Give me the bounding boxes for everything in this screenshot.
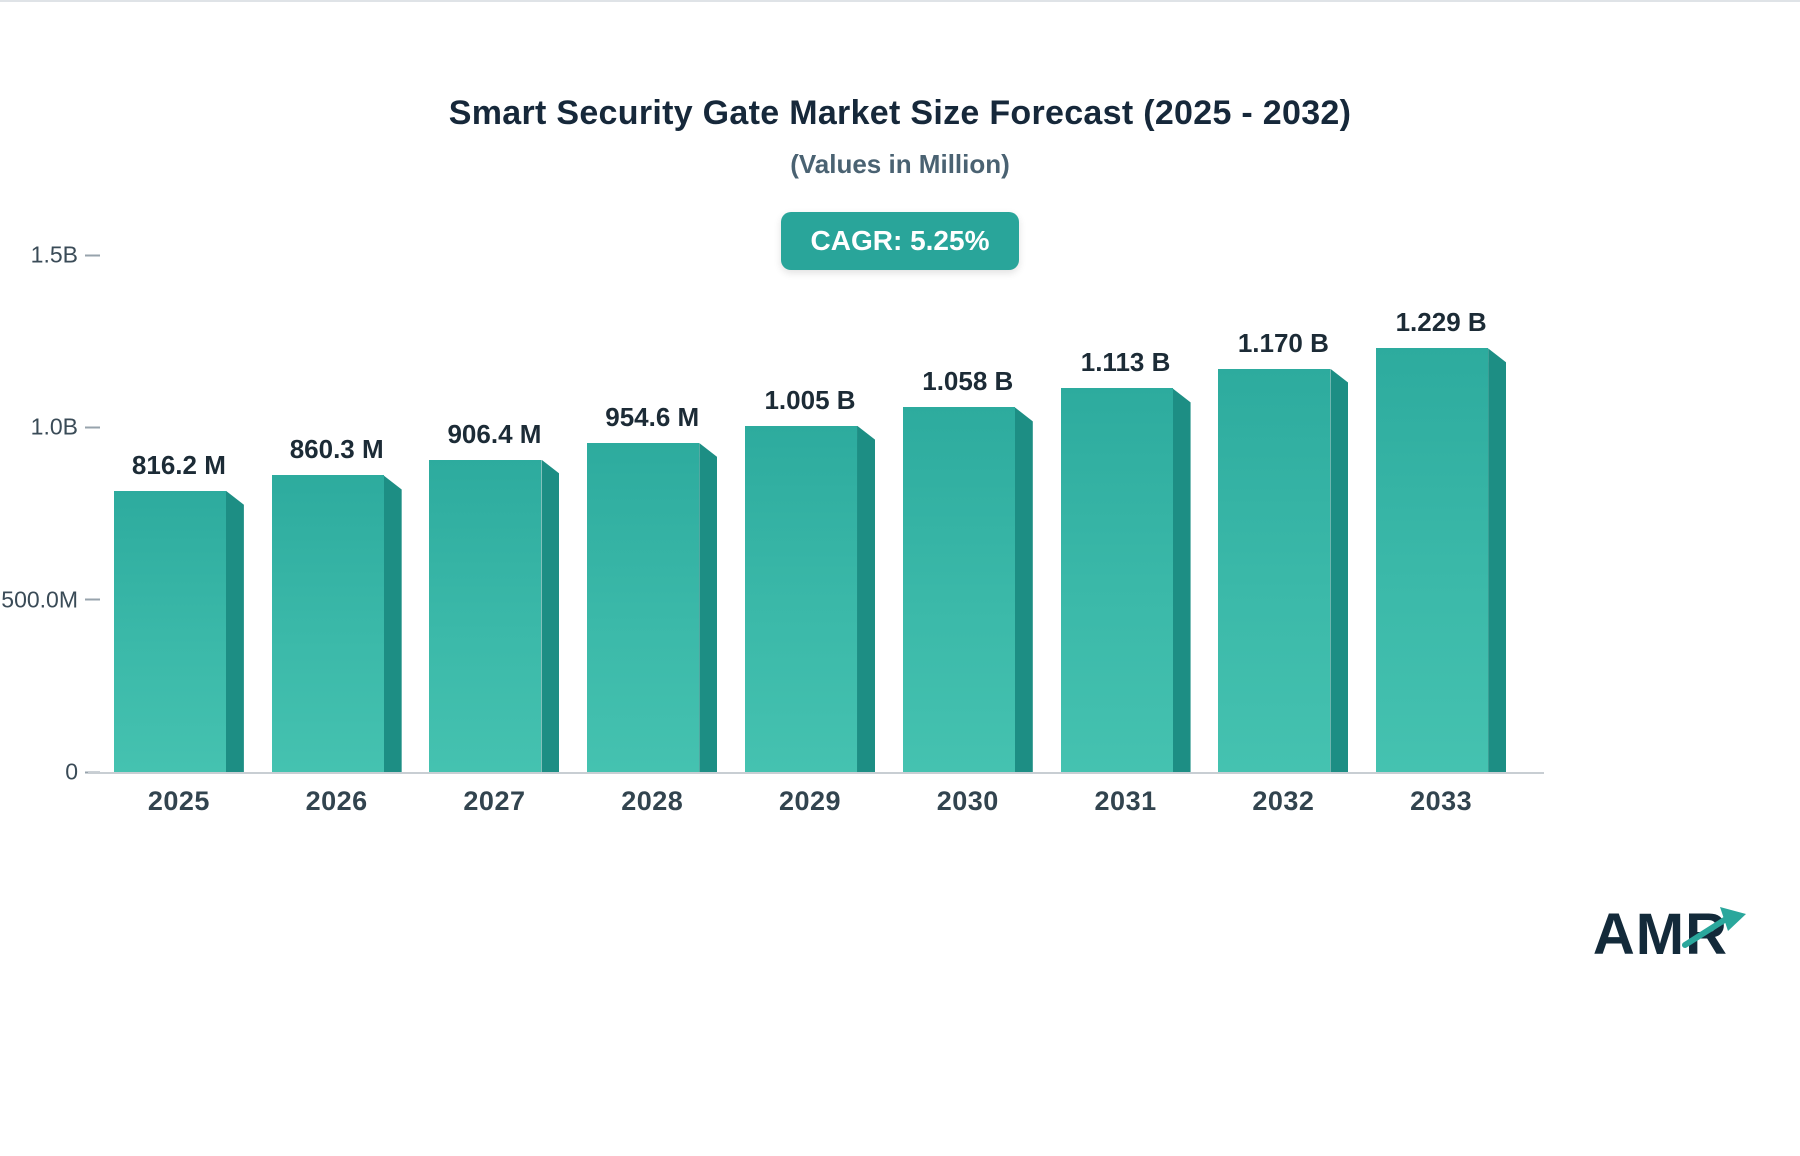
growth-arrow-icon: [1682, 907, 1746, 948]
bar-side: [1488, 348, 1507, 772]
bar-value-label: 1.170 B: [1237, 327, 1329, 358]
x-axis-label: 2026: [305, 786, 368, 816]
bar-value-label: 1.058 B: [922, 366, 1014, 397]
bar-side: [857, 425, 876, 772]
bar-2026: [271, 475, 402, 772]
bar-2027: [429, 459, 560, 772]
bar-2028: [587, 442, 718, 772]
bar-2030: [902, 407, 1033, 772]
bar-2025: [113, 490, 244, 772]
x-axis-label: 2025: [147, 786, 210, 816]
bar-group-2025: 816.2 M: [100, 255, 258, 772]
x-axis-label: 2032: [1252, 786, 1315, 816]
y-axis: 1.5B 1.0B 500.0M 0: [0, 242, 100, 785]
y-tick: 1.5B: [31, 242, 100, 269]
bar-value-label: 860.3 M: [289, 434, 384, 465]
bar-face: [429, 459, 542, 772]
bar-group-2028: 954.6 M: [573, 255, 731, 772]
bar-value-label: 1.229 B: [1395, 307, 1487, 338]
x-axis-label: 2033: [1410, 786, 1473, 816]
bar-side: [383, 475, 402, 772]
bar-2033: [1376, 348, 1507, 772]
bar-group-2026: 860.3 M: [258, 255, 416, 772]
bar-2032: [1218, 368, 1349, 772]
bar-face: [271, 475, 384, 772]
bar-side: [1014, 407, 1033, 772]
x-axis-label: 2029: [778, 786, 842, 816]
bar-side: [225, 490, 244, 772]
bar-face: [902, 407, 1015, 772]
x-axis: 2025 2026 2027 2028 2029 2030 2031 2032 2033: [100, 786, 1520, 817]
x-axis-label: 2028: [621, 786, 684, 816]
plot-area: 816.2 M 860.3 M 906.4 M 954.6 M 1.005 B 1.058…: [88, 255, 1544, 774]
bar-side: [699, 442, 718, 772]
bar-face: [1376, 348, 1489, 772]
bar-2029: [745, 425, 876, 772]
bar-side: [541, 459, 560, 772]
bar-face: [1218, 368, 1331, 772]
bar-side: [1172, 388, 1191, 772]
bar-2031: [1060, 388, 1191, 772]
y-tick: 500.0M: [1, 586, 100, 613]
bar-side: [1330, 368, 1349, 772]
chart-header: Smart Security Gate Market Size Forecast…: [0, 94, 1800, 270]
bar-face: [745, 425, 858, 772]
bar-face: [113, 490, 226, 772]
bar-group-2033: 1.229 B: [1362, 255, 1520, 772]
bar-group-2029: 1.005 B: [731, 255, 889, 772]
y-tick-label: 1.5B: [30, 241, 78, 268]
bar-value-label: 906.4 M: [447, 418, 542, 449]
bar-value-label: 954.6 M: [605, 401, 700, 432]
y-tick-label: 0: [65, 758, 78, 785]
y-tick-mark: [85, 598, 100, 601]
y-tick-label: 1.0B: [30, 413, 78, 440]
bar-face: [587, 442, 700, 772]
brand-logo: AMR: [1593, 901, 1746, 968]
bar-value-label: 1.113 B: [1080, 347, 1171, 378]
x-axis-label: 2030: [936, 786, 999, 816]
y-tick-label: 500.0M: [1, 586, 78, 613]
bar-group-2032: 1.170 B: [1204, 255, 1362, 772]
chart-subtitle: (Values in Million): [790, 149, 1010, 179]
bar-value-label: 816.2 M: [131, 449, 226, 480]
bar-group-2031: 1.113 B: [1047, 255, 1205, 772]
bar-value-label: 1.005 B: [764, 384, 856, 415]
y-tick-mark: [85, 254, 100, 256]
bar-group-2030: 1.058 B: [889, 255, 1047, 772]
bar-face: [1060, 388, 1173, 772]
cagr-badge: CAGR: 5.25%: [780, 212, 1020, 270]
x-axis-label: 2027: [463, 786, 526, 816]
x-axis-label: 2031: [1094, 786, 1157, 816]
y-tick: 1.0B: [31, 414, 100, 441]
bar-group-2027: 906.4 M: [416, 255, 574, 772]
y-tick-mark: [85, 426, 100, 429]
chart-title: Smart Security Gate Market Size Forecast…: [448, 94, 1352, 132]
